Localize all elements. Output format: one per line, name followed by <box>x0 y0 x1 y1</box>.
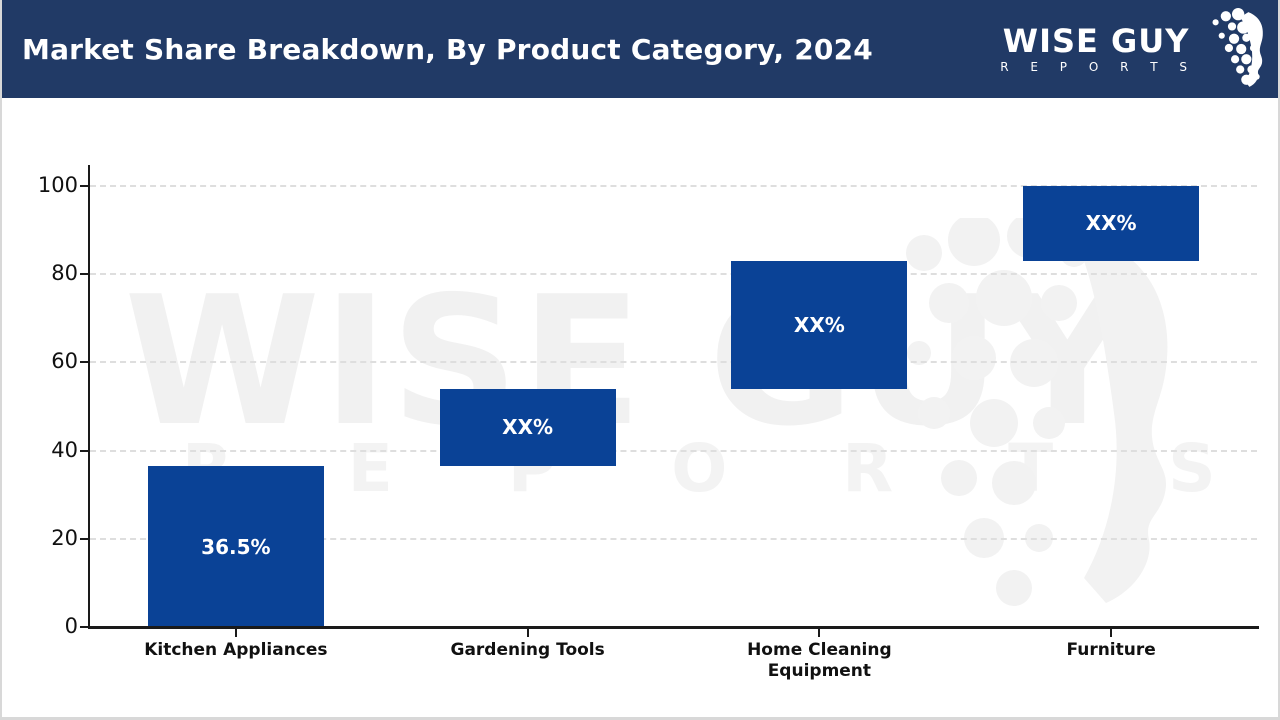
y-axis-tick-label: 0 <box>64 614 78 638</box>
bar-value-label: XX% <box>1085 211 1137 236</box>
bar-4: XX% <box>1023 186 1200 261</box>
gridline <box>90 537 1257 540</box>
watermark-subtext: R E P O R T S <box>182 430 1262 507</box>
chart-area: WISE GUY R E P O R T S 0 20 40 60 80 100 36.5%… <box>2 98 1278 717</box>
logo-text: WISE GUY R E P O R T S <box>996 24 1196 74</box>
bar-value-label: XX% <box>793 312 845 337</box>
bar-3: XX% <box>731 260 908 389</box>
x-axis-category-label: Home Cleaning Equipment <box>747 640 892 681</box>
y-axis-tick-mark <box>80 361 88 364</box>
y-axis-tick-mark <box>80 185 88 187</box>
y-axis-line <box>88 165 90 629</box>
gridline <box>90 361 1257 364</box>
y-axis-tick-label: 20 <box>51 525 78 550</box>
x-axis-tick-mark <box>234 629 237 637</box>
bar-2: XX% <box>439 388 616 467</box>
y-axis-tick-label: 40 <box>51 437 78 462</box>
gridline <box>90 273 1257 276</box>
bar-value-label: 36.5% <box>201 534 271 559</box>
x-axis-line <box>88 626 1259 629</box>
gridline <box>90 185 1257 187</box>
wiseguy-logo: WISE GUY R E P O R T S <box>996 8 1264 90</box>
y-axis-tick-mark <box>80 626 88 628</box>
watermark-head-icon <box>906 218 1168 606</box>
logo-wordmark: WISE GUY <box>1002 22 1190 60</box>
x-axis-tick-mark <box>818 629 821 637</box>
x-axis-tick-mark <box>1110 629 1113 637</box>
y-axis-tick-label: 60 <box>51 349 78 374</box>
logo-subtext: R E P O R T S <box>1000 60 1196 74</box>
page-title: Market Share Breakdown, By Product Categ… <box>22 32 873 66</box>
x-axis-category-label: Kitchen Appliances <box>144 640 328 660</box>
bar-1: 36.5% <box>147 466 324 627</box>
y-axis-tick-mark <box>80 273 88 276</box>
y-axis-tick-label: 100 <box>37 173 78 197</box>
x-axis-tick-mark <box>526 629 529 637</box>
x-axis-category-label: Furniture <box>1066 640 1156 660</box>
gridline <box>90 449 1257 452</box>
y-axis-tick-mark <box>80 449 88 452</box>
bar-value-label: XX% <box>502 415 554 440</box>
x-axis-category-label: Gardening Tools <box>450 640 605 660</box>
y-axis-tick-label: 80 <box>51 261 78 286</box>
logo-head-icon <box>1212 8 1263 87</box>
header: Market Share Breakdown, By Product Categ… <box>2 0 1278 98</box>
y-axis-tick-mark <box>80 537 88 540</box>
